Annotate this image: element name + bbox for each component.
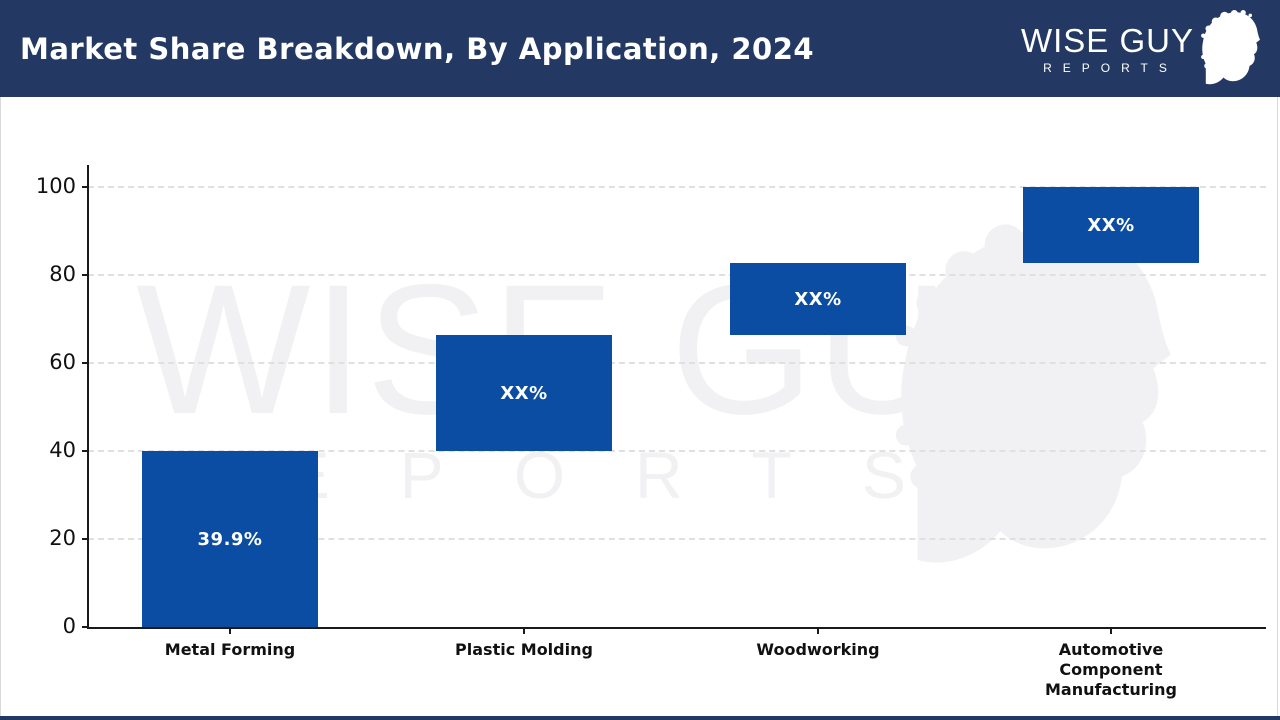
gridline [88, 450, 1266, 452]
y-axis-tick [82, 274, 88, 276]
logo-wordmark: WISE GUY [1020, 21, 1194, 59]
gridline [88, 274, 1266, 276]
logo-text: WISE GUY REPORTS [1021, 24, 1194, 74]
y-axis-tick [82, 450, 88, 452]
wise-guy-reports-logo: WISE GUY REPORTS [1021, 9, 1260, 89]
gridline [88, 186, 1266, 188]
x-category-label: Woodworking [756, 640, 880, 659]
x-axis-tick [817, 628, 819, 634]
y-axis-tick-label: 100 [35, 174, 76, 198]
y-axis-tick-label: 60 [49, 350, 76, 374]
y-axis-tick-label: 40 [49, 438, 76, 462]
dotted-head-icon [1201, 9, 1260, 84]
y-axis-tick [82, 186, 88, 188]
x-axis-tick [523, 628, 525, 634]
bar-value-label: XX% [1087, 214, 1135, 236]
y-axis-tick [82, 538, 88, 540]
bar-segment: 39.9% [142, 451, 318, 627]
header-bar: Market Share Breakdown, By Application, … [0, 0, 1280, 97]
y-axis-tick-label: 20 [49, 526, 76, 550]
y-axis-tick [82, 626, 88, 628]
x-category-label: Automotive Component Manufacturing [1045, 640, 1177, 699]
footer-strip [0, 716, 1280, 720]
page-title: Market Share Breakdown, By Application, … [20, 31, 815, 66]
x-axis-tick [1110, 628, 1112, 634]
bar-segment: XX% [730, 263, 906, 336]
bar-value-label: 39.9% [197, 528, 263, 550]
y-axis-tick [82, 362, 88, 364]
y-axis-line [87, 165, 89, 629]
x-axis-tick [229, 628, 231, 634]
x-category-label: Plastic Molding [455, 640, 593, 659]
bar-value-label: XX% [500, 382, 548, 404]
x-category-label: Metal Forming [164, 640, 296, 659]
gridline [88, 538, 1266, 540]
x-axis-line [87, 627, 1266, 629]
gridline [88, 362, 1266, 364]
y-axis-tick-label: 80 [49, 262, 76, 286]
bar-segment: XX% [436, 335, 612, 452]
bar-value-label: XX% [794, 288, 842, 310]
bar-segment: XX% [1023, 187, 1199, 264]
y-axis-tick-label: 0 [62, 614, 76, 638]
logo-subtext: REPORTS [1043, 60, 1178, 75]
